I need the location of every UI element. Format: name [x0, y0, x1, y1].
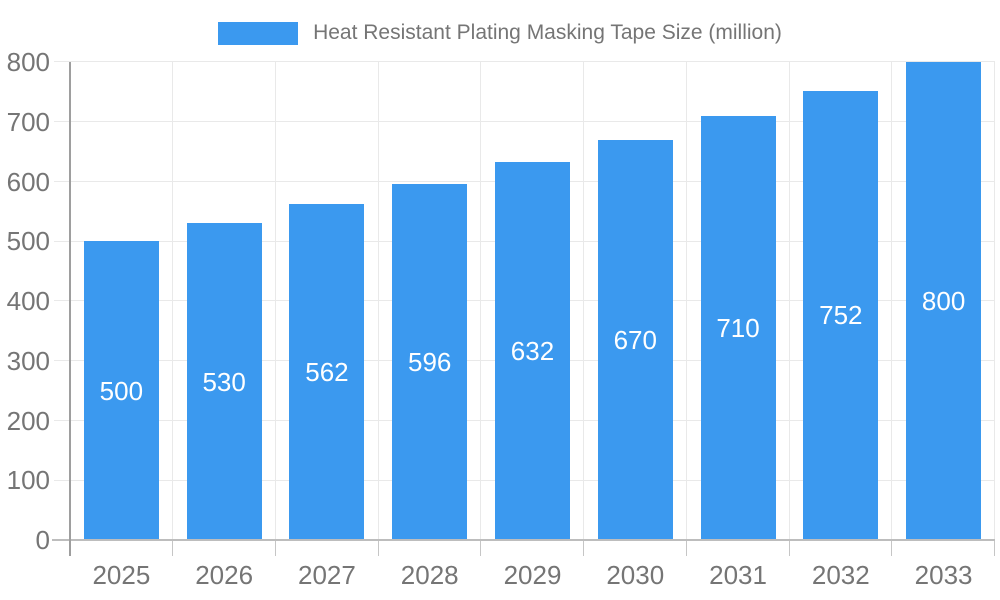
chart-legend: Heat Resistant Plating Masking Tape Size… — [0, 19, 1000, 47]
x-gridline — [994, 62, 996, 540]
x-gridline — [891, 62, 893, 540]
y-tick-label: 600 — [6, 166, 50, 197]
x-tick-label: 2032 — [811, 560, 870, 590]
x-tick-label: 2030 — [606, 560, 665, 590]
x-gridline — [274, 62, 276, 540]
y-tick-label: 800 — [6, 47, 50, 77]
x-tick — [377, 540, 379, 556]
bar — [597, 139, 673, 540]
bar-value-label: 710 — [716, 312, 760, 343]
x-gridline — [685, 62, 687, 540]
y-tick-label: 100 — [6, 465, 50, 496]
y-axis-line — [69, 62, 71, 556]
bar — [289, 204, 365, 540]
bar-value-label: 596 — [408, 346, 452, 377]
x-gridline — [788, 62, 790, 540]
y-gridline — [54, 121, 995, 122]
x-tick-label: 2031 — [709, 560, 767, 590]
bar — [392, 183, 468, 540]
y-tick-label: 500 — [6, 226, 50, 257]
x-tick-label: 2026 — [195, 560, 254, 590]
x-axis-line — [52, 539, 995, 541]
y-gridline — [54, 61, 995, 63]
x-tick-label: 2028 — [400, 560, 459, 590]
x-tick — [480, 540, 482, 556]
x-tick-label: 2033 — [914, 560, 973, 590]
bar-value-label: 800 — [921, 286, 966, 316]
bar-value-label: 500 — [99, 375, 144, 406]
legend-swatch — [218, 21, 299, 45]
bar-value-label: 530 — [202, 366, 246, 397]
y-tick-label: 400 — [6, 286, 50, 316]
legend-label: Heat Resistant Plating Masking Tape Size… — [313, 21, 782, 44]
bar — [700, 115, 776, 540]
bar-value-label: 632 — [510, 336, 555, 367]
bar — [906, 62, 982, 540]
x-tick — [172, 540, 174, 556]
bar-value-label: 752 — [819, 300, 863, 331]
x-tick — [583, 540, 585, 556]
x-gridline — [583, 62, 585, 540]
x-tick-label: 2029 — [503, 560, 562, 590]
bar — [83, 241, 159, 540]
bar — [186, 223, 262, 540]
bar-value-label: 562 — [305, 357, 349, 388]
bar — [495, 162, 570, 540]
bar — [803, 90, 879, 540]
x-tick — [891, 540, 893, 556]
bar-value-label: 670 — [613, 324, 657, 355]
x-tick — [788, 540, 790, 556]
x-tick — [685, 540, 687, 556]
y-tick-label: 300 — [6, 345, 50, 376]
x-tick — [994, 540, 996, 556]
x-gridline — [480, 62, 482, 540]
y-tick-label: 700 — [6, 106, 50, 137]
x-gridline — [377, 62, 379, 540]
x-tick — [274, 540, 276, 556]
x-tick-label: 2025 — [92, 560, 151, 590]
y-tick-label: 200 — [6, 405, 50, 436]
x-tick-label: 2027 — [298, 560, 356, 590]
y-tick-label: 0 — [35, 525, 50, 555]
x-gridline — [172, 62, 174, 540]
